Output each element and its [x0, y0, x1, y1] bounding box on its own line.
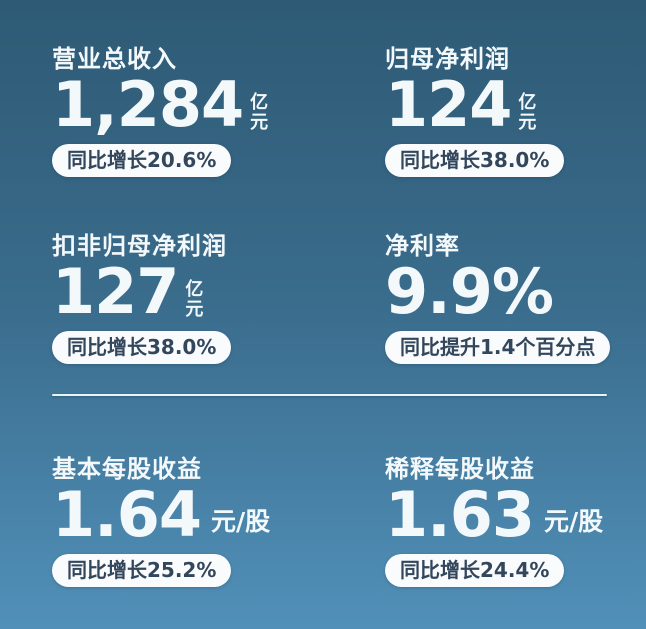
stat-card-basic-eps: 基本每股收益 1.64 元/股 同比增长25.2%: [52, 455, 372, 588]
stat-value-row: 1,284 亿 元: [52, 68, 372, 141]
stat-value: 1.63: [385, 478, 535, 551]
stat-unit-bottom: 元: [185, 298, 204, 320]
stat-unit-bottom: 元: [250, 111, 269, 133]
stat-unit-inline: 元/股: [543, 507, 604, 537]
stat-unit-top: 亿: [250, 92, 269, 114]
yoy-badge: 同比增长38.0%: [52, 331, 232, 365]
stat-unit-stack: 亿 元: [518, 93, 536, 132]
stat-unit-top: 亿: [518, 92, 537, 114]
stat-unit-stack: 亿 元: [250, 93, 268, 132]
stat-label: 净利率: [385, 232, 460, 260]
yoy-badge: 同比增长38.0%: [385, 144, 565, 178]
yoy-badge: 同比提升1.4个百分点: [385, 331, 611, 365]
stat-card-net-profit: 归母净利润 124 亿 元 同比增长38.0%: [385, 45, 646, 178]
stat-label: 营业总收入: [52, 45, 177, 73]
stat-card-diluted-eps: 稀释每股收益 1.63 元/股 同比增长24.4%: [385, 455, 646, 588]
stat-label: 归母净利润: [385, 45, 510, 73]
yoy-badge: 同比增长24.4%: [385, 554, 565, 588]
section-divider: [52, 394, 607, 396]
stat-label: 扣非归母净利润: [52, 232, 227, 260]
stat-card-net-margin: 净利率 9.9% 同比提升1.4个百分点: [385, 232, 646, 365]
stat-card-non-gaap-profit: 扣非归母净利润 127 亿 元 同比增长38.0%: [52, 232, 372, 365]
yoy-badge: 同比增长25.2%: [52, 554, 232, 588]
stat-unit-inline: 元/股: [210, 507, 271, 537]
stat-value: 127: [52, 255, 179, 328]
stat-value: 124: [385, 68, 512, 141]
stat-card-revenue: 营业总收入 1,284 亿 元 同比增长20.6%: [52, 45, 372, 178]
stat-value-row: 1.63 元/股: [385, 478, 646, 551]
stat-unit-top: 亿: [185, 279, 204, 301]
stat-value: 1.64: [52, 478, 202, 551]
stat-label: 基本每股收益: [52, 455, 202, 483]
yoy-badge: 同比增长20.6%: [52, 144, 232, 178]
stat-unit-bottom: 元: [518, 111, 537, 133]
stat-label: 稀释每股收益: [385, 455, 535, 483]
stat-value-row: 9.9%: [385, 255, 646, 328]
stat-value: 9.9%: [385, 255, 554, 328]
stat-value: 1,284: [52, 68, 244, 141]
stat-value-row: 127 亿 元: [52, 255, 372, 328]
stat-value-row: 124 亿 元: [385, 68, 646, 141]
stat-value-row: 1.64 元/股: [52, 478, 372, 551]
stat-unit-stack: 亿 元: [185, 280, 203, 319]
